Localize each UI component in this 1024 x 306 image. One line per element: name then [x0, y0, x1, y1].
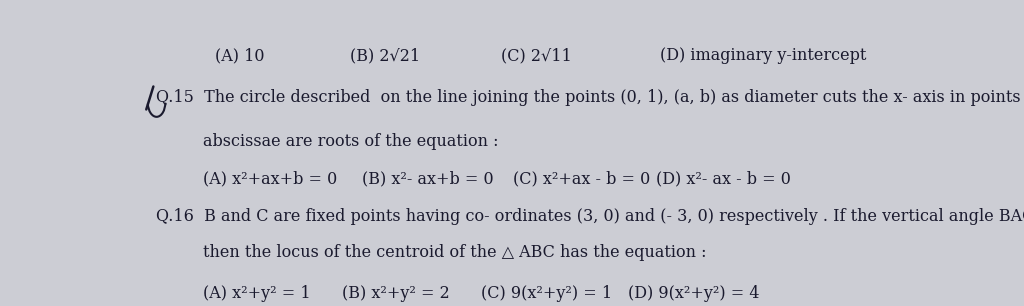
Text: (C) 2√11: (C) 2√11: [501, 47, 571, 64]
Text: (A) 10: (A) 10: [215, 47, 265, 64]
Text: Q.16  B and C are fixed points having co- ordinates (3, 0) and (- 3, 0) respecti: Q.16 B and C are fixed points having co-…: [156, 208, 1024, 226]
Text: Q.15  The circle described  on the line joining the points (0, 1), (a, b) as dia: Q.15 The circle described on the line jo…: [156, 89, 1024, 106]
Text: then the locus of the centroid of the △ ABC has the equation :: then the locus of the centroid of the △ …: [204, 244, 707, 261]
Text: (D) imaginary y-intercept: (D) imaginary y-intercept: [659, 47, 866, 64]
Text: (B) x²+y² = 2: (B) x²+y² = 2: [342, 285, 450, 302]
Text: (D) 9(x²+y²) = 4: (D) 9(x²+y²) = 4: [628, 285, 760, 302]
Text: (A) x²+ax+b = 0: (A) x²+ax+b = 0: [204, 171, 338, 188]
Text: (D) x²- ax - b = 0: (D) x²- ax - b = 0: [655, 171, 791, 188]
Text: abscissae are roots of the equation :: abscissae are roots of the equation :: [204, 133, 499, 150]
Text: (B) x²- ax+b = 0: (B) x²- ax+b = 0: [362, 171, 494, 188]
Text: (A) x²+y² = 1: (A) x²+y² = 1: [204, 285, 311, 302]
Text: (C) 9(x²+y²) = 1: (C) 9(x²+y²) = 1: [481, 285, 612, 302]
Text: (B) 2√21: (B) 2√21: [350, 47, 420, 64]
Text: (C) x²+ax - b = 0: (C) x²+ax - b = 0: [513, 171, 650, 188]
